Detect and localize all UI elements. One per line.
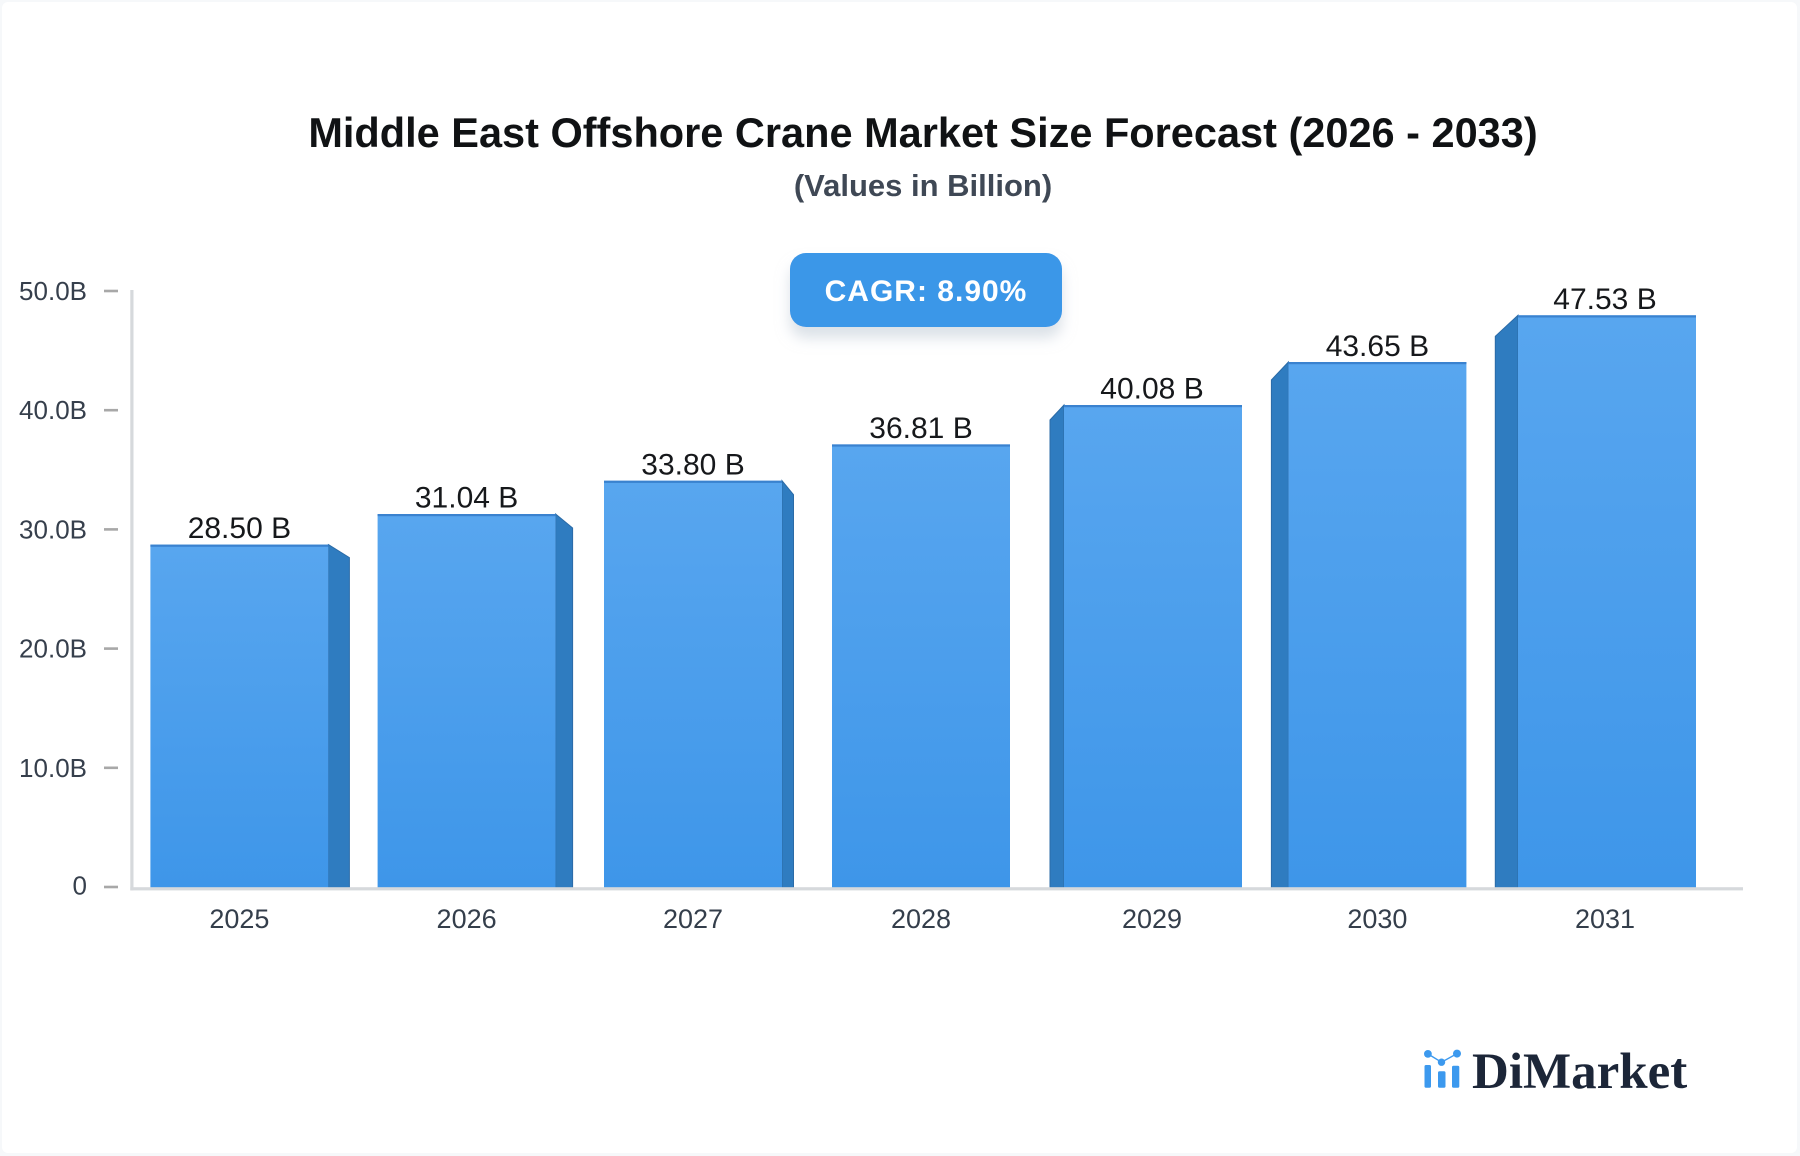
svg-text:2031: 2031 <box>1575 904 1635 934</box>
svg-text:DiMarket: DiMarket <box>1472 1044 1687 1100</box>
svg-text:2029: 2029 <box>1122 904 1182 934</box>
svg-text:CAGR: 8.90%: CAGR: 8.90% <box>825 275 1028 308</box>
svg-text:Middle East Offshore Crane Mar: Middle East Offshore Crane Market Size F… <box>308 109 1537 156</box>
svg-text:10.0B: 10.0B <box>19 753 87 783</box>
svg-text:2028: 2028 <box>891 904 951 934</box>
svg-text:30.0B: 30.0B <box>19 514 87 544</box>
svg-text:40.0B: 40.0B <box>19 395 87 425</box>
svg-text:36.81 B: 36.81 B <box>869 412 972 445</box>
svg-text:2030: 2030 <box>1347 904 1407 934</box>
svg-text:20.0B: 20.0B <box>19 634 87 664</box>
svg-text:0: 0 <box>73 871 87 901</box>
svg-text:40.08 B: 40.08 B <box>1100 373 1203 406</box>
svg-text:(Values in Billion): (Values in Billion) <box>794 168 1052 203</box>
svg-text:28.50 B: 28.50 B <box>188 512 291 545</box>
svg-text:2027: 2027 <box>663 904 723 934</box>
svg-text:33.80 B: 33.80 B <box>641 448 744 481</box>
svg-text:50.0B: 50.0B <box>19 276 87 306</box>
svg-text:2025: 2025 <box>209 904 269 934</box>
svg-text:2026: 2026 <box>437 904 497 934</box>
svg-text:31.04 B: 31.04 B <box>415 482 518 515</box>
svg-text:47.53 B: 47.53 B <box>1553 283 1656 316</box>
svg-text:43.65 B: 43.65 B <box>1326 330 1429 363</box>
